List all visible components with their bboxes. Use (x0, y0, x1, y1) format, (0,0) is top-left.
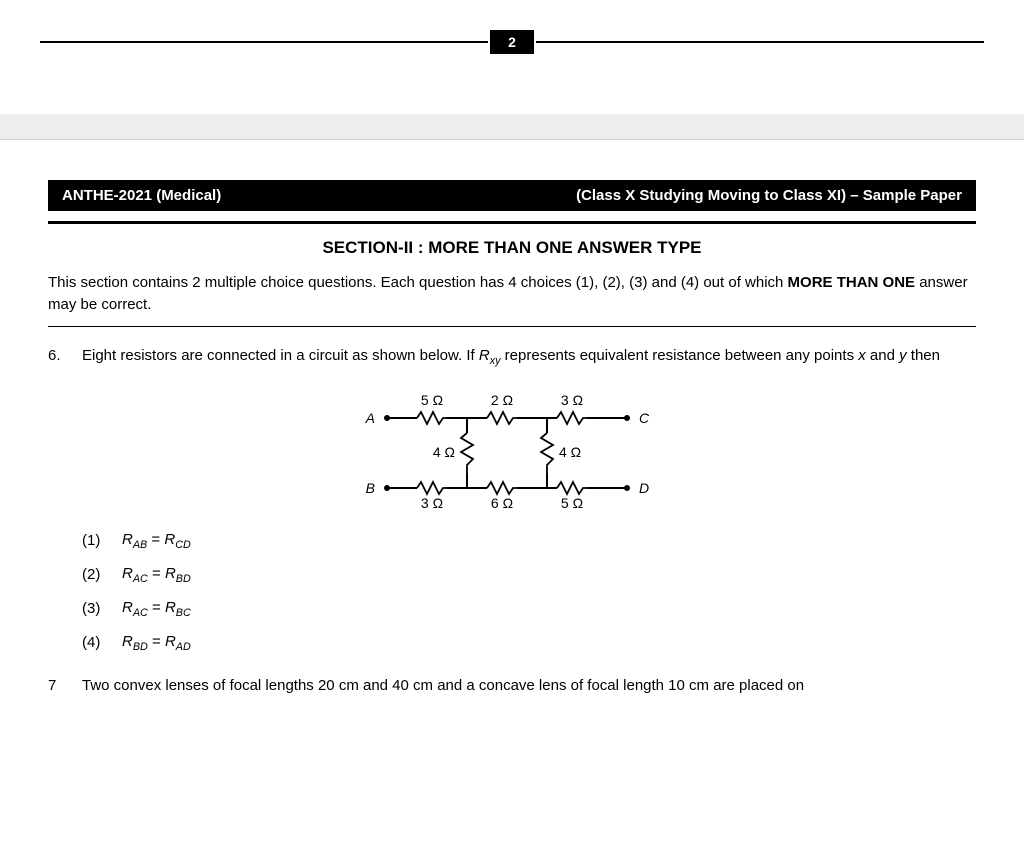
opt3-R-lhs: R (122, 599, 133, 616)
section-divider (48, 326, 976, 327)
circuit-node-A: A (365, 410, 375, 426)
options-list: (1) RAB = RCD (2) RAC = RBD (3) RAC = RB… (82, 531, 976, 653)
question-6: 6. Eight resistors are connected in a ci… (48, 345, 976, 369)
option-2: (2) RAC = RBD (82, 565, 976, 585)
page-number: 2 (490, 30, 534, 54)
opt2-R-rhs: R (165, 565, 176, 582)
opt2-R-lhs: R (122, 565, 133, 582)
opt3-eq: = (148, 599, 165, 616)
opt2-lhs-sub: AC (133, 573, 148, 585)
opt4-R-rhs: R (165, 633, 176, 650)
circuit-r-vert-1: 4 Ω (559, 444, 581, 460)
circuit-node-B: B (366, 480, 375, 496)
header-rule: 2 (40, 30, 984, 54)
opt3-rhs-sub: BC (176, 607, 191, 619)
opt4-lhs-sub: BD (133, 641, 148, 653)
opt4-rhs-sub: AD (176, 641, 191, 653)
section-title: SECTION-II : MORE THAN ONE ANSWER TYPE (48, 238, 976, 258)
q-var-y: y (899, 347, 907, 364)
option-2-number: (2) (82, 566, 122, 583)
circuit-diagram: A C B D 5 Ω 2 Ω 3 Ω 3 Ω 6 Ω 5 Ω 4 Ω 4 Ω (48, 383, 976, 513)
circuit-r-vert-0: 4 Ω (433, 444, 455, 460)
q-text-a: Eight resistors are connected in a circu… (82, 347, 479, 364)
opt3-lhs-sub: AC (133, 607, 148, 619)
separator-band (0, 114, 1024, 140)
circuit-r-bot-2: 5 Ω (561, 495, 583, 511)
page-header: 2 (0, 0, 1024, 54)
header-rule-left (40, 41, 488, 43)
header-rule-right (536, 41, 984, 43)
option-4: (4) RBD = RAD (82, 633, 976, 653)
option-2-expr: RAC = RBD (122, 565, 191, 585)
opt1-R-rhs: R (164, 531, 175, 548)
cutoff-text: Two convex lenses of focal lengths 20 cm… (82, 677, 804, 693)
q-var-x: x (858, 347, 866, 364)
opt1-R-lhs: R (122, 531, 133, 548)
option-4-expr: RBD = RAD (122, 633, 191, 653)
option-1: (1) RAB = RCD (82, 531, 976, 551)
circuit-node-D: D (639, 480, 649, 496)
cutoff-row: 7Two convex lenses of focal lengths 20 c… (0, 677, 1024, 693)
opt1-lhs-sub: AB (133, 539, 147, 551)
q-var-R: R (479, 347, 490, 364)
q-text-c: and (866, 347, 899, 364)
option-3-number: (3) (82, 600, 122, 617)
opt4-eq: = (148, 633, 165, 650)
circuit-node-C: C (639, 410, 650, 426)
instr-part-a: This section contains 2 multiple choice … (48, 274, 788, 291)
cutoff-num: 7 (48, 677, 82, 693)
section-instructions: This section contains 2 multiple choice … (48, 272, 976, 316)
circuit-svg: A C B D 5 Ω 2 Ω 3 Ω 3 Ω 6 Ω 5 Ω 4 Ω 4 Ω (347, 383, 677, 513)
circuit-r-top-1: 2 Ω (491, 392, 513, 408)
circuit-r-bot-1: 6 Ω (491, 495, 513, 511)
paper-code: ANTHE-2021 (Medical) (62, 187, 221, 204)
opt4-R-lhs: R (122, 633, 133, 650)
title-bar: ANTHE-2021 (Medical) (Class X Studying M… (48, 180, 976, 211)
circuit-r-top-0: 5 Ω (421, 392, 443, 408)
paper-class-info: (Class X Studying Moving to Class XI) – … (576, 187, 962, 204)
option-3: (3) RAC = RBC (82, 599, 976, 619)
opt2-rhs-sub: BD (176, 573, 191, 585)
content-area: ANTHE-2021 (Medical) (Class X Studying M… (0, 140, 1024, 677)
option-4-number: (4) (82, 634, 122, 651)
option-1-expr: RAB = RCD (122, 531, 191, 551)
question-text: Eight resistors are connected in a circu… (82, 345, 976, 369)
circuit-r-bot-0: 3 Ω (421, 495, 443, 511)
instr-part-b: MORE THAN ONE (788, 274, 916, 291)
opt1-rhs-sub: CD (175, 539, 191, 551)
opt2-eq: = (148, 565, 165, 582)
opt1-eq: = (147, 531, 164, 548)
q-text-b: represents equivalent resistance between… (501, 347, 859, 364)
option-3-expr: RAC = RBC (122, 599, 191, 619)
q-text-d: then (907, 347, 940, 364)
question-number: 6. (48, 345, 82, 369)
q-var-R-sub: xy (490, 355, 501, 367)
opt3-R-rhs: R (165, 599, 176, 616)
title-underline (48, 221, 976, 224)
circuit-r-top-2: 3 Ω (561, 392, 583, 408)
option-1-number: (1) (82, 532, 122, 549)
